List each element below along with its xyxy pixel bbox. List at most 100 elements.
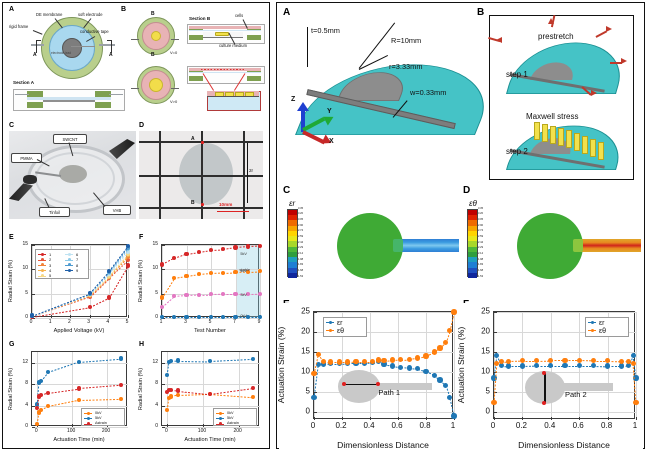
data-point <box>233 292 238 297</box>
tick-x <box>342 417 343 420</box>
data-point <box>125 257 131 263</box>
section-line-left <box>36 40 37 53</box>
tick-x <box>398 417 399 420</box>
tick-y <box>314 312 317 313</box>
tick-x <box>550 417 552 420</box>
series-line <box>79 385 122 390</box>
legend-label: 0kV <box>95 410 102 415</box>
legend-marker <box>590 328 594 332</box>
data-point <box>118 383 124 388</box>
series-line <box>223 294 236 295</box>
tick-x <box>579 417 580 420</box>
gridline-y <box>32 318 128 319</box>
axis-label-z: Z <box>291 96 296 103</box>
tick-label-y: 8 <box>25 380 28 387</box>
maxwell-bar-7 <box>582 136 588 154</box>
data-point <box>491 375 497 381</box>
gridline-x <box>162 245 163 318</box>
colorbar-tick-label: 2.59 <box>478 234 484 238</box>
label-electrode-lead: electrode lead <box>51 51 72 55</box>
data-point <box>605 363 611 369</box>
series-line <box>356 361 365 363</box>
data-point <box>208 271 214 276</box>
label-soft-electrode: soft electrode <box>78 12 103 17</box>
section-marker-a-right: A <box>109 52 113 58</box>
series-line <box>550 365 565 367</box>
gridline-x <box>89 245 91 318</box>
panel-c-strip <box>397 239 459 252</box>
data-point <box>172 275 177 281</box>
data-point <box>245 314 250 319</box>
colorbar-segment <box>468 262 477 268</box>
plotRF-xlabel: Dimensionless Distance <box>518 440 610 450</box>
z-axis-shaft <box>301 108 305 132</box>
tick-label-y: 4 <box>25 401 28 408</box>
tick-label-x: 0.4 <box>544 421 556 430</box>
tick-label-x: 1 <box>632 421 638 430</box>
panel-label-right-c: C <box>283 185 291 196</box>
gridline-y <box>494 312 636 313</box>
panel-label-left-c: C <box>9 122 15 129</box>
tick-label-y: 5 <box>25 289 28 296</box>
tick-y <box>162 245 165 246</box>
coordinate-axes: Z Y X <box>291 96 341 148</box>
tick-y <box>314 332 317 333</box>
axis-label-x: X <box>329 138 334 145</box>
path1-label: Path 1 <box>378 387 401 397</box>
section-a-frame-tr <box>95 91 111 97</box>
gridline-y <box>494 372 636 373</box>
plotRE-ylabel: Actuation Strain (%) <box>276 326 286 404</box>
colorbar-segment <box>468 257 477 263</box>
tick-label-x: 0.8 <box>419 421 431 430</box>
series-line <box>210 358 253 362</box>
conductive-tape-right <box>99 44 115 47</box>
colorbar-tick-label: 2.74 <box>478 229 484 233</box>
sb2-cell-row <box>201 69 245 71</box>
prestretch-arrowhead-top <box>548 18 554 24</box>
label-point-a: A <box>191 136 195 142</box>
path2-strip-inset <box>562 383 614 391</box>
series-line <box>565 365 580 367</box>
tick-label-x: 3 <box>184 319 187 325</box>
tick-label-x: 0 <box>29 319 33 325</box>
tick-label-x: 200 <box>233 428 242 434</box>
tick-label-y: 15 <box>152 241 158 247</box>
colorbar-tick-label: 1.83 <box>478 263 484 267</box>
panel-label-right-d: D <box>463 185 471 196</box>
data-point <box>250 356 255 362</box>
series-line <box>607 366 622 367</box>
colorbar-segment <box>468 225 477 231</box>
sb2-frame-bl <box>189 76 203 81</box>
panel-d-strip <box>577 239 641 252</box>
maxwell-bar-3 <box>550 126 556 144</box>
tinfoil-contact <box>23 175 37 184</box>
data-point <box>106 295 111 300</box>
legend-marker <box>328 320 332 324</box>
callout-pmma: PMMA <box>11 153 42 163</box>
tick-label-y: 12 <box>22 358 28 365</box>
legend-label: 4 <box>49 267 52 273</box>
data-point <box>106 274 111 279</box>
data-point <box>250 394 255 400</box>
legend-marker <box>40 252 44 256</box>
data-point <box>45 404 50 409</box>
plotG-ylabel: Radial Strain (%) <box>8 367 14 410</box>
section-tick-left <box>36 40 41 41</box>
data-point <box>125 255 131 260</box>
tick-label-x: 1 <box>450 421 456 430</box>
data-point <box>29 313 35 318</box>
legend-label: εr <box>599 319 605 327</box>
tick-x <box>607 417 609 420</box>
tick-label-x: 0.4 <box>363 421 375 430</box>
plotH-ylabel: Radial Strain (%) <box>138 367 144 410</box>
data-point <box>375 357 381 363</box>
right-figure-frame: A t=0.5mm R=10mm r=3.33mm w=0.33mm Z Y <box>276 2 645 450</box>
data-point <box>184 314 189 319</box>
path1-start-point <box>342 381 346 386</box>
b-cells-dot-2 <box>149 78 163 92</box>
prestretch-arrowhead-tr <box>606 26 612 32</box>
colorbar-segment <box>288 225 297 231</box>
sb-cell-layer <box>215 31 229 36</box>
plotH-xlabel: Actuation Time (min) <box>184 437 236 443</box>
data-point <box>345 359 351 365</box>
